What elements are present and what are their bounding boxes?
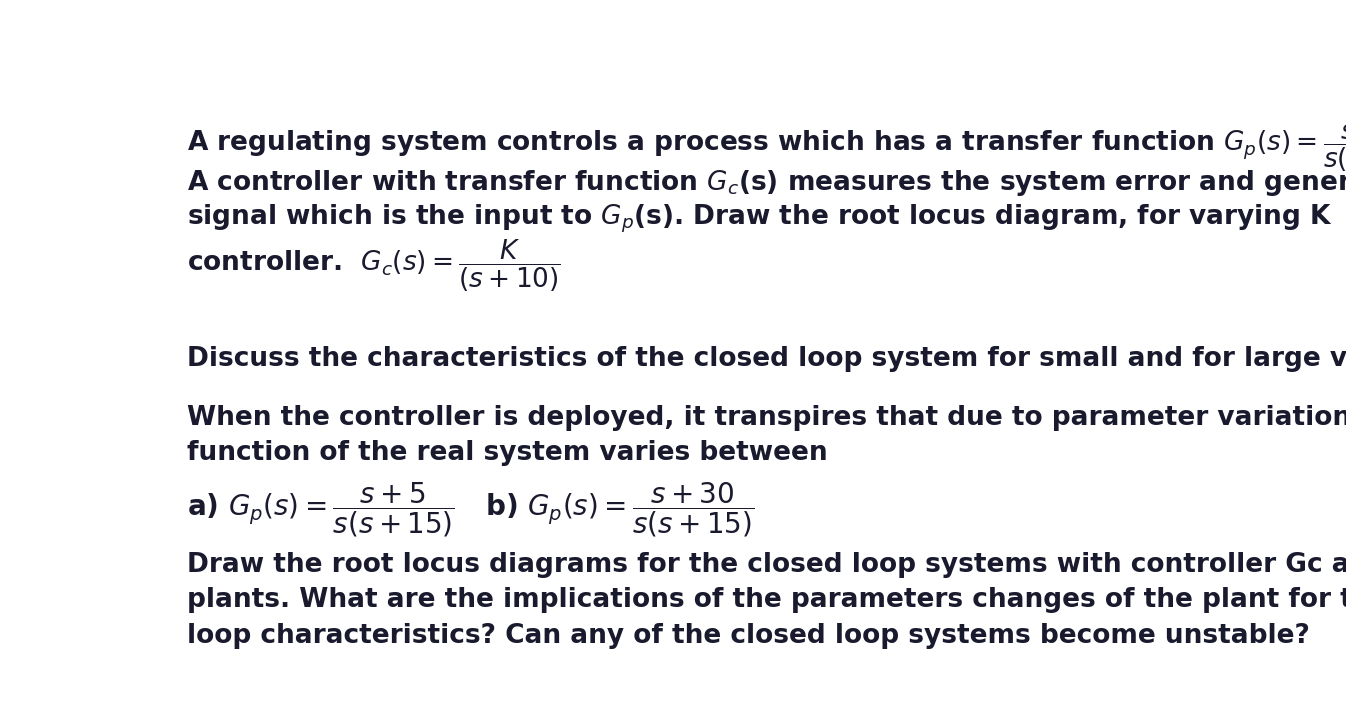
Text: signal which is the input to $G_p$(s). Draw the root locus diagram, for varying : signal which is the input to $G_p$(s). D…	[187, 203, 1346, 235]
Text: function of the real system varies between: function of the real system varies betwe…	[187, 439, 828, 466]
Text: loop characteristics? Can any of the closed loop systems become unstable?: loop characteristics? Can any of the clo…	[187, 623, 1310, 649]
Text: Discuss the characteristics of the closed loop system for small and for large va: Discuss the characteristics of the close…	[187, 346, 1346, 372]
Text: a) $G_p(s)=\dfrac{s+5}{s(s+15)}$   b) $G_p(s)=\dfrac{s+30}{s(s+15)}$: a) $G_p(s)=\dfrac{s+5}{s(s+15)}$ b) $G_p…	[187, 480, 754, 539]
Text: A regulating system controls a process which has a transfer function $G_p(s)=\df: A regulating system controls a process w…	[187, 117, 1346, 174]
Text: When the controller is deployed, it transpires that due to parameter variations,: When the controller is deployed, it tran…	[187, 405, 1346, 431]
Text: controller.  $G_c(s)=\dfrac{K}{(s+10)}$: controller. $G_c(s)=\dfrac{K}{(s+10)}$	[187, 238, 561, 294]
Text: Draw the root locus diagrams for the closed loop systems with controller Gc and : Draw the root locus diagrams for the clo…	[187, 552, 1346, 578]
Text: A controller with transfer function $G_c$(s) measures the system error and gener: A controller with transfer function $G_c…	[187, 168, 1346, 198]
Text: plants. What are the implications of the parameters changes of the plant for the: plants. What are the implications of the…	[187, 587, 1346, 613]
